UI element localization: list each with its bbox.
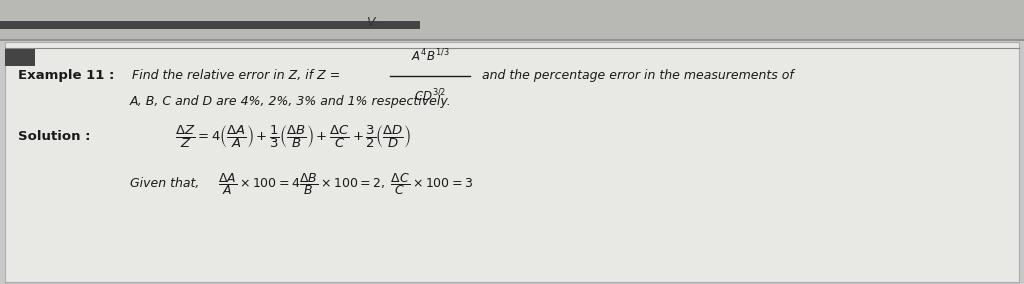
Text: Example 11 :: Example 11 : bbox=[18, 70, 115, 82]
Text: $A^4B^{1/3}$: $A^4B^{1/3}$ bbox=[411, 47, 450, 64]
Text: $CD^{3/2}$: $CD^{3/2}$ bbox=[414, 88, 446, 105]
Text: Find the relative error in Z, if Z =: Find the relative error in Z, if Z = bbox=[128, 70, 344, 82]
Bar bbox=[5, 42, 1019, 282]
Text: and the percentage error in the measurements of: and the percentage error in the measurem… bbox=[478, 70, 794, 82]
Text: $\dfrac{\Delta Z}{Z} = 4\left(\dfrac{\Delta A}{A}\right) + \dfrac{1}{3}\left(\df: $\dfrac{\Delta Z}{Z} = 4\left(\dfrac{\De… bbox=[175, 122, 412, 149]
Text: Given that,: Given that, bbox=[130, 178, 204, 191]
Bar bbox=[5, 48, 35, 66]
Bar bbox=[0, 0, 1024, 40]
Text: Solution :: Solution : bbox=[18, 130, 90, 143]
Text: V: V bbox=[366, 16, 374, 28]
Text: $\dfrac{\Delta A}{A}\times 100 = 4\dfrac{\Delta B}{B}\times 100 = 2,\ \dfrac{\De: $\dfrac{\Delta A}{A}\times 100 = 4\dfrac… bbox=[218, 171, 473, 197]
Bar bbox=[0, 21, 420, 29]
Text: A, B, C and D are 4%, 2%, 3% and 1% respectively.: A, B, C and D are 4%, 2%, 3% and 1% resp… bbox=[130, 95, 452, 108]
